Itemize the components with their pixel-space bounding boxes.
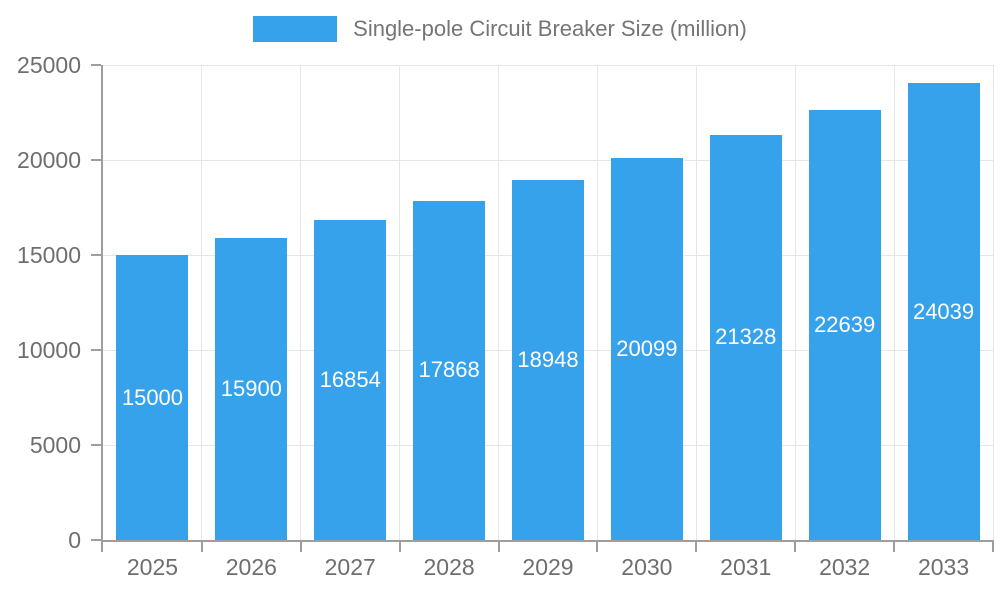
bar-value-label: 24039: [912, 298, 975, 324]
y-tick-mark: [91, 539, 101, 541]
y-gridline: [103, 159, 993, 161]
y-tick-mark: [91, 64, 101, 66]
x-tick-mark: [299, 540, 302, 552]
x-gridline: [300, 65, 302, 540]
y-tick-mark: [91, 159, 101, 161]
x-tick-mark: [893, 540, 896, 552]
x-gridline: [498, 65, 500, 540]
y-tick-label: 10000: [17, 337, 81, 363]
bar-2027[interactable]: [314, 219, 387, 540]
bar-2030[interactable]: [610, 158, 683, 540]
y-tick-mark: [91, 444, 101, 446]
x-tick-mark: [101, 540, 103, 552]
bar-2031[interactable]: [709, 134, 782, 540]
x-tick-label: 2028: [423, 554, 475, 580]
bar-2032[interactable]: [808, 109, 881, 540]
y-tick-mark: [91, 254, 101, 256]
y-tick-label: 20000: [17, 147, 81, 173]
x-gridline: [992, 65, 994, 540]
legend-swatch: [253, 16, 338, 42]
x-tick-label: 2033: [917, 554, 970, 580]
x-tick-mark: [992, 540, 994, 552]
x-tick-mark: [497, 540, 500, 552]
y-axis-line: [101, 65, 103, 540]
x-tick-mark: [695, 540, 698, 552]
x-gridline: [596, 65, 598, 540]
chart-legend[interactable]: Single-pole Circuit Breaker Size (millio…: [0, 16, 1000, 42]
x-gridline: [794, 65, 796, 540]
y-tick-mark: [91, 349, 101, 351]
plot-area: 15000 15900 16854 17868 18948 20099 21328 22639…: [17, 52, 994, 580]
bar-2028[interactable]: [413, 200, 486, 540]
x-tick-label: 2027: [324, 554, 376, 580]
bar-2033[interactable]: [907, 83, 980, 540]
x-gridline: [399, 65, 401, 540]
x-tick-mark: [596, 540, 599, 552]
bar-value-label: 21328: [715, 324, 777, 350]
x-gridline: [893, 65, 895, 540]
x-axis-line: [101, 540, 993, 542]
y-gridline: [103, 64, 993, 66]
y-tick-label: 5000: [29, 432, 81, 458]
y-tick-label: 15000: [17, 242, 81, 268]
bar-2026[interactable]: [215, 237, 288, 540]
x-tick-mark: [794, 540, 797, 552]
x-tick-label: 2029: [522, 554, 574, 580]
x-gridline: [695, 65, 697, 540]
x-tick-label: 2032: [819, 554, 871, 580]
bar-value-label: 17868: [418, 357, 480, 383]
bar-value-label: 22639: [814, 311, 876, 337]
bar-2029[interactable]: [512, 179, 584, 540]
x-tick-mark: [398, 540, 401, 552]
bar-2025[interactable]: [116, 255, 189, 540]
x-gridline: [201, 65, 203, 540]
bar-value-label: 15000: [121, 384, 184, 410]
x-tick-label: 2030: [621, 554, 673, 580]
bar-value-label: 18948: [517, 346, 579, 372]
legend-label: Single-pole Circuit Breaker Size (millio…: [353, 16, 747, 41]
x-tick-mark: [200, 540, 203, 552]
bar-value-label: 15900: [220, 375, 282, 401]
y-tick-label: 0: [68, 527, 81, 553]
x-tick-label: 2025: [126, 554, 179, 580]
x-tick-label: 2026: [225, 554, 277, 580]
x-tick-label: 2031: [720, 554, 772, 580]
bar-value-label: 16854: [319, 366, 381, 392]
bar-value-label: 20099: [616, 336, 678, 362]
y-tick-label: 25000: [17, 52, 81, 78]
